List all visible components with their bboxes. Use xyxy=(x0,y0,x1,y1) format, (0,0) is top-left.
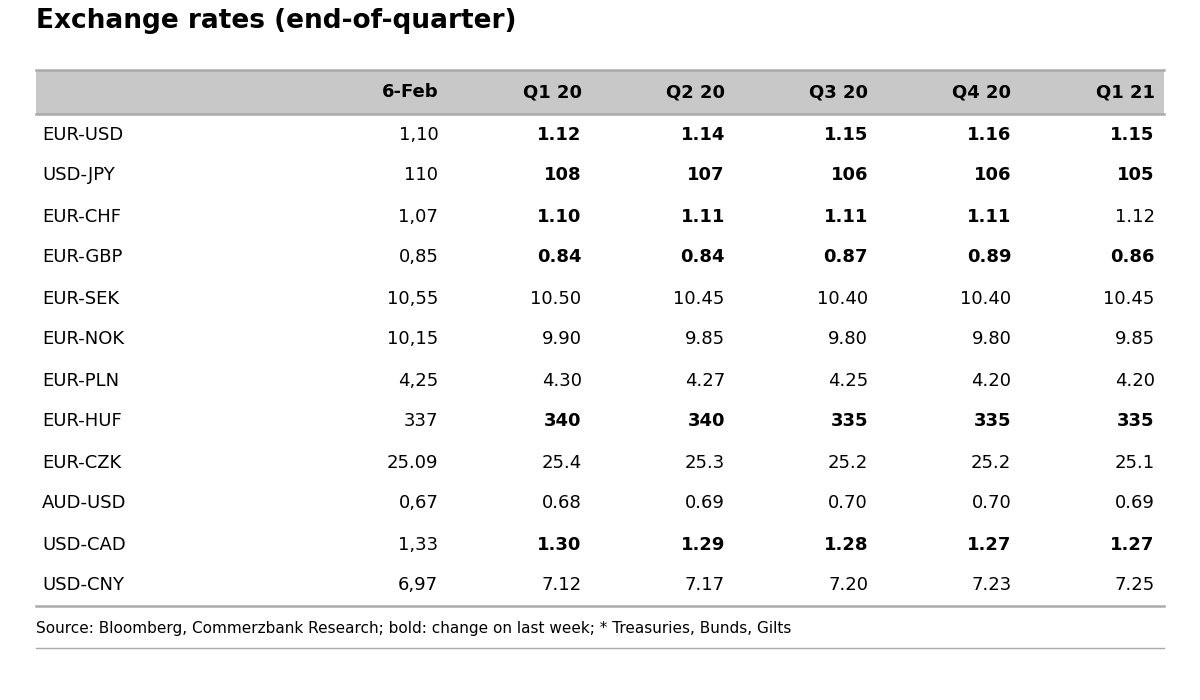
Text: Source: Bloomberg, Commerzbank Research; bold: change on last week; * Treasuries: Source: Bloomberg, Commerzbank Research;… xyxy=(36,620,791,636)
Text: 9.80: 9.80 xyxy=(828,330,868,349)
Text: 340: 340 xyxy=(688,412,725,430)
Text: 4,25: 4,25 xyxy=(398,372,438,389)
Text: 0.84: 0.84 xyxy=(680,248,725,267)
Bar xyxy=(36,70,1164,114)
Text: Exchange rates (end-of-quarter): Exchange rates (end-of-quarter) xyxy=(36,8,516,34)
Text: 25.2: 25.2 xyxy=(828,454,868,472)
Text: Q4 20: Q4 20 xyxy=(953,83,1012,101)
Text: 0.86: 0.86 xyxy=(1110,248,1154,267)
Text: 1.12: 1.12 xyxy=(538,125,582,144)
Text: 105: 105 xyxy=(1117,167,1154,185)
Text: 335: 335 xyxy=(974,412,1012,430)
Text: 340: 340 xyxy=(544,412,582,430)
Text: EUR-NOK: EUR-NOK xyxy=(42,330,124,349)
Text: EUR-USD: EUR-USD xyxy=(42,125,124,144)
Text: Q2 20: Q2 20 xyxy=(666,83,725,101)
Text: 0.70: 0.70 xyxy=(972,494,1012,512)
Text: 0.84: 0.84 xyxy=(538,248,582,267)
Text: 6,97: 6,97 xyxy=(398,577,438,594)
Text: 7.12: 7.12 xyxy=(541,577,582,594)
Text: 10.40: 10.40 xyxy=(817,290,868,307)
Text: 10.45: 10.45 xyxy=(1103,290,1154,307)
Text: 108: 108 xyxy=(544,167,582,185)
Text: 0,67: 0,67 xyxy=(398,494,438,512)
Text: 1.11: 1.11 xyxy=(967,207,1012,225)
Text: 1.28: 1.28 xyxy=(823,536,868,554)
Text: 106: 106 xyxy=(830,167,868,185)
Text: 337: 337 xyxy=(404,412,438,430)
Text: 1,33: 1,33 xyxy=(398,536,438,554)
Text: USD-CNY: USD-CNY xyxy=(42,577,124,594)
Text: 107: 107 xyxy=(688,167,725,185)
Text: 1.10: 1.10 xyxy=(538,207,582,225)
Text: 25.3: 25.3 xyxy=(684,454,725,472)
Text: 4.20: 4.20 xyxy=(1115,372,1154,389)
Text: 1,10: 1,10 xyxy=(398,125,438,144)
Text: 1.27: 1.27 xyxy=(967,536,1012,554)
Text: 1.11: 1.11 xyxy=(680,207,725,225)
Text: 4.27: 4.27 xyxy=(684,372,725,389)
Text: 110: 110 xyxy=(404,167,438,185)
Text: 0.69: 0.69 xyxy=(1115,494,1154,512)
Text: 9.90: 9.90 xyxy=(541,330,582,349)
Text: 0.87: 0.87 xyxy=(823,248,868,267)
Text: 1.30: 1.30 xyxy=(538,536,582,554)
Text: 25.09: 25.09 xyxy=(386,454,438,472)
Text: 10.40: 10.40 xyxy=(960,290,1012,307)
Text: USD-CAD: USD-CAD xyxy=(42,536,126,554)
Text: 4.25: 4.25 xyxy=(828,372,868,389)
Text: 10,55: 10,55 xyxy=(386,290,438,307)
Text: 335: 335 xyxy=(830,412,868,430)
Text: 7.23: 7.23 xyxy=(971,577,1012,594)
Text: EUR-PLN: EUR-PLN xyxy=(42,372,119,389)
Text: EUR-CZK: EUR-CZK xyxy=(42,454,121,472)
Text: AUD-USD: AUD-USD xyxy=(42,494,126,512)
Text: 1.16: 1.16 xyxy=(967,125,1012,144)
Text: 4.20: 4.20 xyxy=(971,372,1012,389)
Text: 335: 335 xyxy=(1117,412,1154,430)
Text: 0.69: 0.69 xyxy=(685,494,725,512)
Text: 0.68: 0.68 xyxy=(542,494,582,512)
Text: 10.50: 10.50 xyxy=(530,290,582,307)
Text: 1.15: 1.15 xyxy=(1110,125,1154,144)
Text: EUR-SEK: EUR-SEK xyxy=(42,290,119,307)
Text: 25.4: 25.4 xyxy=(541,454,582,472)
Text: 1.12: 1.12 xyxy=(1115,207,1154,225)
Text: 4.30: 4.30 xyxy=(541,372,582,389)
Text: 1.14: 1.14 xyxy=(680,125,725,144)
Text: 9.85: 9.85 xyxy=(685,330,725,349)
Text: 9.80: 9.80 xyxy=(972,330,1012,349)
Text: 1.11: 1.11 xyxy=(823,207,868,225)
Text: 1,07: 1,07 xyxy=(398,207,438,225)
Text: 0.89: 0.89 xyxy=(967,248,1012,267)
Text: 9.85: 9.85 xyxy=(1115,330,1154,349)
Text: USD-JPY: USD-JPY xyxy=(42,167,115,185)
Text: 10,15: 10,15 xyxy=(388,330,438,349)
Text: 25.2: 25.2 xyxy=(971,454,1012,472)
Text: 10.45: 10.45 xyxy=(673,290,725,307)
Text: EUR-HUF: EUR-HUF xyxy=(42,412,121,430)
Text: 7.17: 7.17 xyxy=(685,577,725,594)
Text: 6-Feb: 6-Feb xyxy=(382,83,438,101)
Text: 7.25: 7.25 xyxy=(1115,577,1154,594)
Text: 7.20: 7.20 xyxy=(828,577,868,594)
Text: 1.15: 1.15 xyxy=(823,125,868,144)
Text: EUR-CHF: EUR-CHF xyxy=(42,207,121,225)
Text: Q1 20: Q1 20 xyxy=(522,83,582,101)
Text: 1.27: 1.27 xyxy=(1110,536,1154,554)
Text: 0.70: 0.70 xyxy=(828,494,868,512)
Text: Q3 20: Q3 20 xyxy=(809,83,868,101)
Text: 106: 106 xyxy=(974,167,1012,185)
Text: 25.1: 25.1 xyxy=(1115,454,1154,472)
Text: 1.29: 1.29 xyxy=(680,536,725,554)
Text: Q1 21: Q1 21 xyxy=(1096,83,1154,101)
Text: EUR-GBP: EUR-GBP xyxy=(42,248,122,267)
Text: 0,85: 0,85 xyxy=(398,248,438,267)
